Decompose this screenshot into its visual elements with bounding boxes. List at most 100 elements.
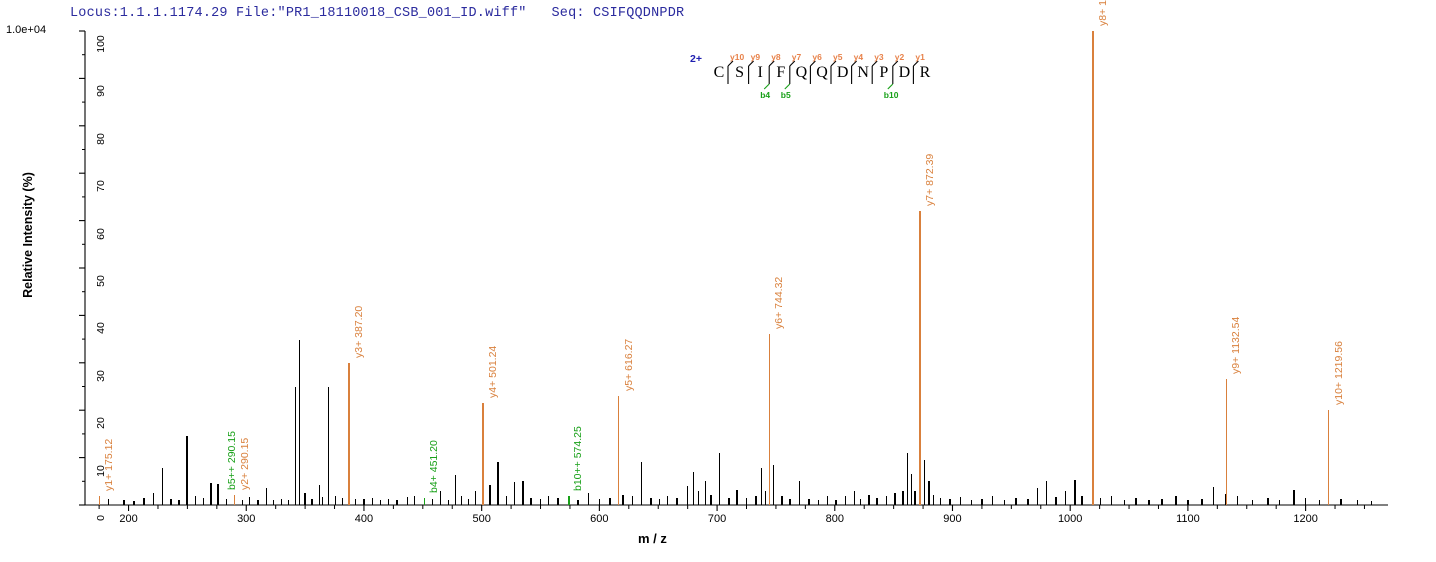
- spectrum-peak: [387, 498, 390, 505]
- spectrum-peak: [745, 498, 748, 505]
- peak-annotation-label: y6+ 744.32: [773, 277, 786, 330]
- spectrum-peak: [960, 497, 962, 505]
- spectrum-peak: [1304, 498, 1307, 505]
- spectrum-peak: [1110, 495, 1113, 505]
- spectrum-peak: [789, 499, 791, 505]
- spectrum-peak: [1201, 498, 1203, 505]
- spectrum-peak: [371, 497, 373, 505]
- peptide-residue-d-7: D: [836, 64, 849, 81]
- x-tick-label: 1000: [1057, 513, 1083, 525]
- spectrum-peak: [304, 492, 306, 505]
- spectrum-peak: [764, 490, 767, 505]
- x-tick-label: 1100: [1176, 513, 1200, 525]
- spectrum-peak: [257, 500, 259, 505]
- peak-annotation-label: y10+ 1219.56: [1332, 341, 1345, 406]
- x-tick-label: 700: [707, 513, 727, 525]
- y-ion-peak-744.32: [768, 334, 770, 505]
- x-tick-label: 900: [943, 513, 962, 525]
- y-ion-label-y9: y9: [750, 52, 761, 62]
- y-tick-label: 50: [95, 275, 107, 287]
- spectrum-peak: [609, 497, 611, 505]
- spectrum-peak: [914, 490, 916, 505]
- peak-annotation-label: y1+ 175.12: [103, 438, 116, 491]
- spectrum-peak: [1148, 500, 1150, 505]
- spectrum-peak: [143, 498, 145, 505]
- spectrum-peak: [265, 488, 267, 505]
- spectrum-peak: [1045, 481, 1048, 505]
- b-ion-peak-574.25: [568, 495, 570, 505]
- spectrum-peak: [854, 490, 856, 505]
- y-ion-peak-387.2: [348, 362, 350, 505]
- y-ion-peak-872.39: [919, 211, 921, 505]
- spectrum-peak: [1370, 500, 1373, 505]
- y-ion-peak-501.24: [482, 403, 484, 505]
- spectrum-peak: [318, 485, 320, 505]
- y-ion-label-y4: y4: [853, 52, 864, 62]
- spectrum-peak: [577, 499, 579, 505]
- y-ion-peak-616.27: [617, 395, 620, 505]
- spectrum-peak: [557, 497, 559, 505]
- y-ion-label-y1: y1: [915, 52, 925, 62]
- spectrum-peak: [1293, 489, 1295, 505]
- spectrum-peak: [1064, 490, 1067, 505]
- peak-annotation-label: y7+ 872.39: [923, 153, 936, 207]
- spectrum-peak: [1074, 480, 1076, 505]
- peak-annotation-label: b10++ 574.25: [572, 425, 585, 491]
- y-ion-label-y7: y7: [791, 52, 802, 62]
- spectrum-peak: [186, 436, 188, 505]
- spectrum-peak: [202, 498, 204, 505]
- spectrum-peak: [736, 489, 738, 505]
- peptide-residue-p-9: P: [879, 64, 889, 81]
- spectrum-peak: [1015, 498, 1017, 505]
- spectrum-peak: [798, 481, 801, 505]
- spectrum-peak: [970, 500, 972, 505]
- y-ion-label-y3: y3: [874, 52, 884, 62]
- y-ion-peak-1132.54: [1225, 379, 1227, 505]
- y-ion-label-y2: y2: [894, 52, 905, 62]
- spectrum-peak: [1135, 498, 1137, 505]
- x-tick-label: 800: [825, 513, 844, 525]
- y-ion-peak-290.15: [233, 494, 236, 505]
- spectrum-peak: [676, 497, 678, 505]
- spectrum-peak: [697, 490, 699, 505]
- spectrum-peak: [761, 468, 763, 505]
- spectrum-peak: [530, 497, 532, 505]
- spectrum-peak: [217, 483, 219, 505]
- spectrum-peak: [808, 498, 810, 505]
- precursor-charge-label: 2+: [690, 53, 702, 65]
- spectrum-peak: [910, 474, 912, 505]
- spectrum-peak: [342, 498, 344, 505]
- b-ion-label-b4: b4: [760, 90, 771, 100]
- peptide-residue-c-1: C: [713, 64, 725, 81]
- spectrum-peak: [598, 498, 601, 505]
- spectrum-peak: [327, 386, 330, 505]
- spectrum-peak: [379, 500, 382, 505]
- y-ion-label-y6: y6: [812, 52, 822, 62]
- spectrum-peak: [513, 482, 516, 505]
- x-tick-label: 1200: [1293, 513, 1318, 525]
- peak-annotation-label: b5++ 290.15: [225, 430, 238, 490]
- spectrum-peak: [1100, 497, 1102, 505]
- spectrum-peak: [539, 499, 542, 505]
- spectrum-peak: [658, 499, 661, 505]
- spectrum-peak: [1267, 497, 1269, 505]
- spectrum-peak: [817, 500, 819, 505]
- x-tick-label: 500: [472, 513, 491, 525]
- spectrum-peak: [1003, 500, 1005, 505]
- spectrum-peak: [1236, 496, 1239, 505]
- spectrum-peak: [835, 500, 837, 505]
- spectrum-peak: [505, 496, 508, 505]
- spectrum-peak: [123, 500, 125, 505]
- spectrum-peak: [868, 494, 870, 505]
- y-ion-peak-1219.56: [1327, 410, 1330, 505]
- spectrum-peak: [650, 497, 652, 505]
- spectrum-peak: [1123, 500, 1126, 505]
- spectrum-peak: [194, 495, 197, 505]
- spectrum-peak: [413, 495, 416, 505]
- spectrum-peak: [1161, 499, 1163, 505]
- spectrum-peak: [1279, 500, 1281, 505]
- spectrum-peak: [641, 462, 643, 505]
- spectrum-peak: [355, 498, 357, 505]
